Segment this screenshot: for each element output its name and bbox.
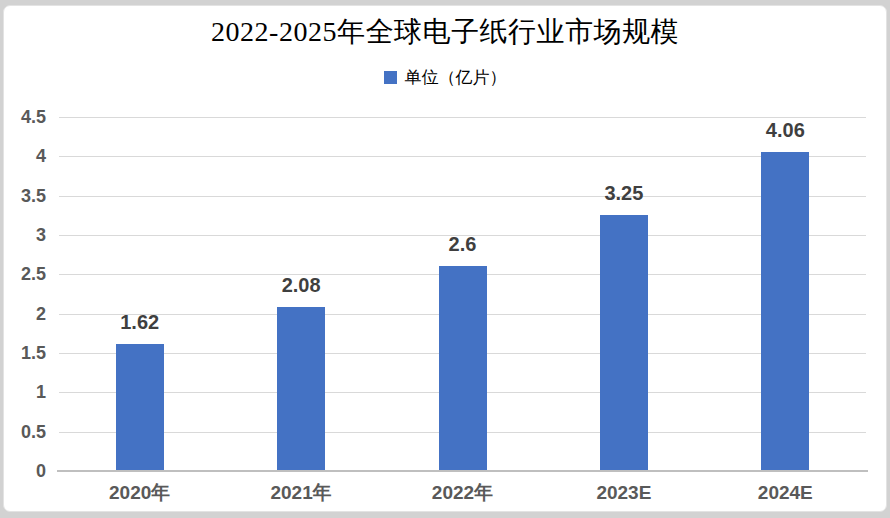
bar [439,266,487,470]
x-axis-tick-label: 2024E [715,481,855,504]
y-axis-tick-label: 3.5 [0,185,46,207]
bar-value-label: 2.6 [403,232,523,256]
bar [761,152,809,470]
bar [600,215,648,470]
x-axis-tick-label: 2023E [554,481,694,504]
y-axis-tick-label: 2 [0,303,46,325]
y-axis-tick-label: 1.5 [0,342,46,364]
y-axis-tick-label: 3 [0,224,46,246]
gridline [59,156,866,157]
y-axis-tick-label: 2.5 [0,263,46,285]
x-axis-tick-label: 2022年 [393,481,533,504]
bar-value-label: 2.08 [241,273,361,297]
y-axis-tick-label: 4.5 [0,106,46,128]
x-axis-line [57,470,868,472]
chart-window: 2022-2025年全球电子纸行业市场规模 单位（亿片） 00.511.522.… [0,0,890,518]
y-axis-tick-label: 4 [0,145,46,167]
y-axis-tick-label: 0 [0,460,46,482]
bar-value-label: 3.25 [564,181,684,205]
y-axis-tick-label: 1 [0,381,46,403]
plot-area: 0 0.5 1 1.5 2 2.5 3 3.5 4 4.5 1.62 2020年 2.08 2021年 2.… [0,0,890,518]
x-axis-tick-label: 2020年 [70,481,210,504]
bar-value-label: 4.06 [725,118,845,142]
y-axis-tick-label: 0.5 [0,421,46,443]
bar-value-label: 1.62 [80,310,200,334]
bar [116,344,164,470]
x-axis-tick-label: 2021年 [231,481,371,504]
bar [277,307,325,470]
gridline [59,196,866,197]
